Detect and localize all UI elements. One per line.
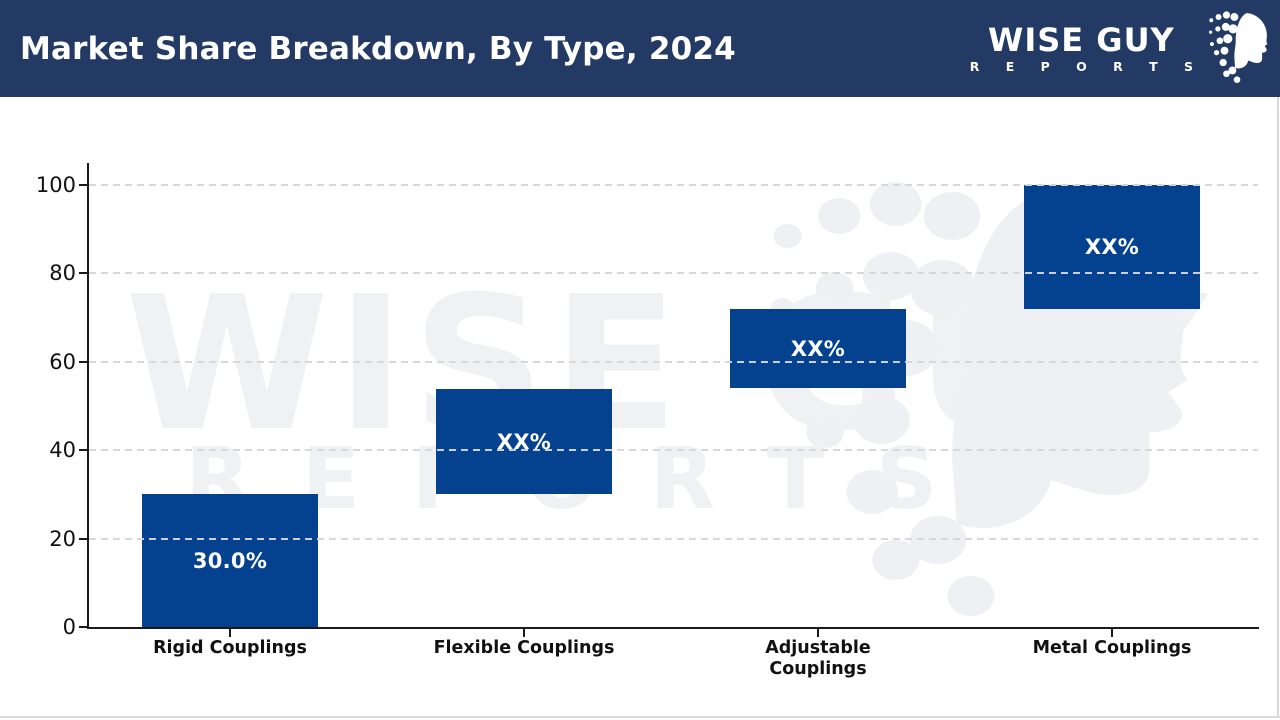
bar-4: XX% — [1024, 185, 1200, 309]
gridline-80 — [89, 272, 1258, 275]
y-tick-mark-20 — [79, 537, 87, 540]
y-tick-label-0: 0 — [62, 615, 76, 639]
wiseguy-head-logo-icon — [1208, 10, 1268, 83]
gridline-40 — [89, 449, 1258, 452]
right-border-line — [1277, 97, 1279, 717]
y-tick-label-100: 100 — [35, 173, 76, 197]
bar-value-label-3: XX% — [790, 336, 846, 361]
gridline-20 — [89, 537, 1258, 540]
logo-reports-text: R E P O R T S — [969, 58, 1204, 74]
x-tick-mark-1 — [229, 629, 231, 637]
bar-1: 30.0% — [142, 494, 318, 627]
page-title: Market Share Breakdown, By Type, 2024 — [20, 30, 736, 67]
y-tick-label-80: 80 — [49, 261, 76, 286]
x-tick-mark-2 — [523, 629, 525, 637]
x-category-label-2: Flexible Couplings — [433, 638, 615, 658]
bar-value-label-4: XX% — [1084, 234, 1140, 259]
gridline-100 — [89, 184, 1258, 186]
x-tick-mark-3 — [817, 629, 819, 637]
x-category-label-1: Rigid Couplings — [153, 638, 307, 658]
bar-2: XX% — [436, 389, 612, 495]
wiseguy-logo: WISE GUY R E P O R T S — [959, 0, 1272, 97]
bar-value-label-1: 30.0% — [192, 548, 268, 573]
y-tick-label-60: 60 — [49, 349, 76, 374]
wiseguy-head-watermark-icon — [771, 182, 1188, 616]
y-tick-mark-0 — [79, 626, 87, 628]
logo-wiseguy-text: WISE GUY — [988, 20, 1175, 59]
y-tick-mark-60 — [79, 360, 87, 363]
y-tick-mark-100 — [79, 184, 87, 186]
y-tick-label-40: 40 — [49, 438, 76, 463]
x-tick-mark-4 — [1111, 629, 1113, 637]
y-tick-label-20: 20 — [49, 526, 76, 551]
plot-area: 0 20 40 60 80 100 30.0% Rigid Couplings XX% Flexi… — [0, 97, 1280, 717]
header-bar: Market Share Breakdown, By Type, 2024 WI… — [0, 0, 1280, 97]
bottom-border-line — [0, 716, 1280, 718]
x-axis-spine — [87, 627, 1259, 629]
x-category-label-3: Adjustable Couplings — [765, 638, 871, 679]
gridline-60 — [89, 360, 1258, 363]
y-axis-spine — [87, 163, 89, 629]
x-category-label-4: Metal Couplings — [1032, 638, 1192, 658]
y-tick-mark-40 — [79, 449, 87, 452]
y-tick-mark-80 — [79, 272, 87, 275]
bar-3: XX% — [730, 309, 906, 389]
